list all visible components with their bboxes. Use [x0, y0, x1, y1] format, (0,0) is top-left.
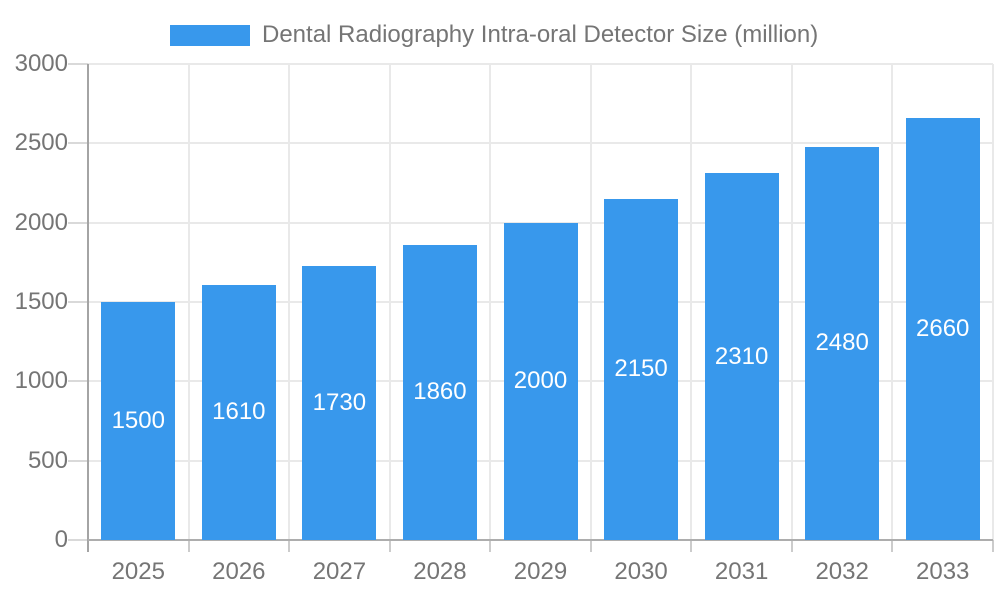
v-gridline [992, 64, 994, 540]
x-axis-label: 2026 [212, 558, 266, 585]
v-gridline [891, 64, 894, 540]
v-gridline [288, 64, 291, 540]
h-gridline [88, 63, 993, 65]
bar[interactable]: 1500 [101, 302, 176, 540]
y-axis-label: 2000 [14, 208, 68, 236]
y-axis-tick [68, 539, 88, 541]
x-axis-tick [388, 540, 391, 552]
x-axis-label: 2032 [815, 558, 869, 585]
h-gridline [88, 142, 993, 145]
bar[interactable]: 1860 [402, 244, 477, 540]
y-axis-label: 3000 [14, 50, 68, 77]
y-axis-label: 2500 [14, 129, 68, 157]
chart-legend[interactable]: Dental Radiography Intra-oral Detector S… [170, 21, 818, 49]
v-gridline [187, 64, 190, 540]
plot-area: 0 500 1000 1500 2000 2500 3000 1500 1610 1730 1860… [15, 52, 994, 584]
v-gridline [690, 64, 693, 540]
y-axis-label: 0 [54, 526, 68, 553]
v-gridline [790, 64, 793, 540]
v-gridline [489, 64, 492, 540]
y-axis-tick [68, 301, 88, 303]
bar[interactable]: 2000 [503, 222, 578, 540]
bar[interactable]: 2660 [905, 117, 980, 540]
x-axis-tick [489, 540, 492, 552]
y-axis-tick [68, 142, 88, 145]
bar[interactable]: 2150 [604, 198, 679, 540]
y-axis-label: 1500 [14, 288, 68, 315]
legend-swatch [170, 24, 250, 46]
y-axis-label: 1000 [14, 367, 68, 395]
x-axis-label: 2029 [513, 558, 568, 585]
bar-value-label: 1860 [413, 378, 467, 406]
legend-label: Dental Radiography Intra-oral Detector S… [262, 21, 819, 48]
x-axis-tick [589, 540, 592, 552]
y-axis-label: 500 [27, 446, 68, 474]
x-axis-label: 2027 [312, 558, 367, 585]
x-axis-tick [891, 540, 894, 552]
bar[interactable]: 2480 [805, 146, 880, 540]
bar[interactable]: 1730 [302, 265, 377, 540]
x-axis-tick [187, 540, 190, 552]
bar-value-label: 1610 [212, 398, 266, 426]
y-axis-tick [68, 459, 88, 462]
y-axis-tick [68, 380, 88, 383]
bar-value-label: 2660 [916, 314, 970, 342]
x-axis-tick [790, 540, 793, 552]
x-axis-label: 2033 [916, 558, 970, 585]
x-axis-label: 2031 [714, 558, 769, 585]
x-axis-label: 2028 [413, 558, 467, 585]
y-axis-tick [68, 63, 88, 65]
x-axis-label: 2025 [111, 558, 165, 585]
x-axis-tick [288, 540, 291, 552]
x-axis-label: 2030 [614, 558, 668, 585]
bar-value-label: 2310 [714, 342, 769, 370]
v-gridline [388, 64, 391, 540]
v-gridline [589, 64, 592, 540]
x-axis-tick [992, 540, 994, 552]
bar-value-label: 2480 [815, 329, 869, 357]
y-axis-line [87, 64, 89, 552]
y-axis-tick [68, 221, 88, 224]
bar-value-label: 1500 [111, 407, 165, 434]
bar-value-label: 1730 [312, 388, 367, 416]
bar[interactable]: 2310 [704, 173, 779, 540]
x-axis-tick [690, 540, 693, 552]
bar-value-label: 2000 [513, 367, 568, 395]
bar[interactable]: 1610 [201, 284, 276, 540]
x-axis-line [88, 539, 993, 541]
bar-value-label: 2150 [614, 355, 668, 383]
